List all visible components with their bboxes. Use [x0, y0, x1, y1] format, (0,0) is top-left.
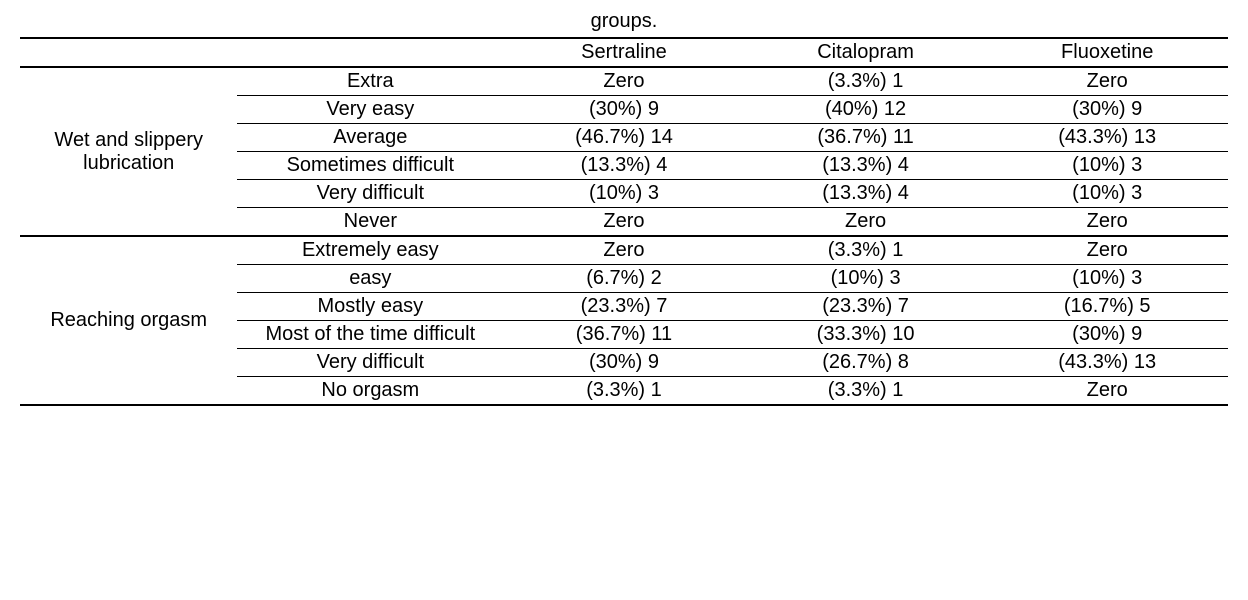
data-cell: (23.3%) 7 [503, 293, 745, 321]
data-cell: (10%) 3 [745, 265, 987, 293]
table-header-row: Sertraline Citalopram Fluoxetine [20, 38, 1228, 67]
row-level-label: Mostly easy [237, 293, 503, 321]
data-cell: Zero [745, 208, 987, 237]
data-cell: (16.7%) 5 [986, 293, 1228, 321]
data-cell: (36.7%) 11 [745, 124, 987, 152]
data-cell: Zero [503, 236, 745, 265]
data-cell: (36.7%) 11 [503, 321, 745, 349]
row-level-label: Extra [237, 67, 503, 96]
header-col-0: Sertraline [503, 38, 745, 67]
data-cell: (10%) 3 [986, 152, 1228, 180]
data-cell: Zero [986, 208, 1228, 237]
data-cell: (13.3%) 4 [503, 152, 745, 180]
data-table: Sertraline Citalopram Fluoxetine Wet and… [20, 37, 1228, 406]
data-cell: (30%) 9 [503, 349, 745, 377]
header-col-2: Fluoxetine [986, 38, 1228, 67]
data-cell: (43.3%) 13 [986, 349, 1228, 377]
row-level-label: Very difficult [237, 180, 503, 208]
data-cell: (30%) 9 [503, 96, 745, 124]
row-level-label: Sometimes difficult [237, 152, 503, 180]
row-level-label: Most of the time difficult [237, 321, 503, 349]
data-cell: (43.3%) 13 [986, 124, 1228, 152]
data-cell: (26.7%) 8 [745, 349, 987, 377]
data-cell: (40%) 12 [745, 96, 987, 124]
row-level-label: Very easy [237, 96, 503, 124]
data-cell: Zero [986, 236, 1228, 265]
header-blank-group [20, 38, 237, 67]
table-row: Wet and slippery lubricationExtraZero(3.… [20, 67, 1228, 96]
data-cell: (46.7%) 14 [503, 124, 745, 152]
data-cell: Zero [986, 377, 1228, 406]
header-blank-level [237, 38, 503, 67]
data-cell: (10%) 3 [986, 265, 1228, 293]
data-cell: (30%) 9 [986, 321, 1228, 349]
data-cell: Zero [986, 67, 1228, 96]
data-cell: (3.3%) 1 [745, 67, 987, 96]
row-level-label: Very difficult [237, 349, 503, 377]
data-cell: Zero [503, 208, 745, 237]
data-cell: (6.7%) 2 [503, 265, 745, 293]
table-row: Reaching orgasmExtremely easyZero(3.3%) … [20, 236, 1228, 265]
data-cell: Zero [503, 67, 745, 96]
data-cell: (3.3%) 1 [503, 377, 745, 406]
header-col-1: Citalopram [745, 38, 987, 67]
row-level-label: easy [237, 265, 503, 293]
row-level-label: Average [237, 124, 503, 152]
data-cell: (3.3%) 1 [745, 236, 987, 265]
row-level-label: No orgasm [237, 377, 503, 406]
data-cell: (10%) 3 [986, 180, 1228, 208]
data-cell: (30%) 9 [986, 96, 1228, 124]
table-caption: groups. [20, 10, 1228, 33]
data-cell: (23.3%) 7 [745, 293, 987, 321]
table-body: Wet and slippery lubricationExtraZero(3.… [20, 67, 1228, 405]
data-cell: (10%) 3 [503, 180, 745, 208]
data-cell: (13.3%) 4 [745, 152, 987, 180]
data-cell: (33.3%) 10 [745, 321, 987, 349]
row-level-label: Never [237, 208, 503, 237]
row-group-label: Wet and slippery lubrication [20, 67, 237, 236]
row-level-label: Extremely easy [237, 236, 503, 265]
data-cell: (13.3%) 4 [745, 180, 987, 208]
row-group-label: Reaching orgasm [20, 236, 237, 405]
data-cell: (3.3%) 1 [745, 377, 987, 406]
